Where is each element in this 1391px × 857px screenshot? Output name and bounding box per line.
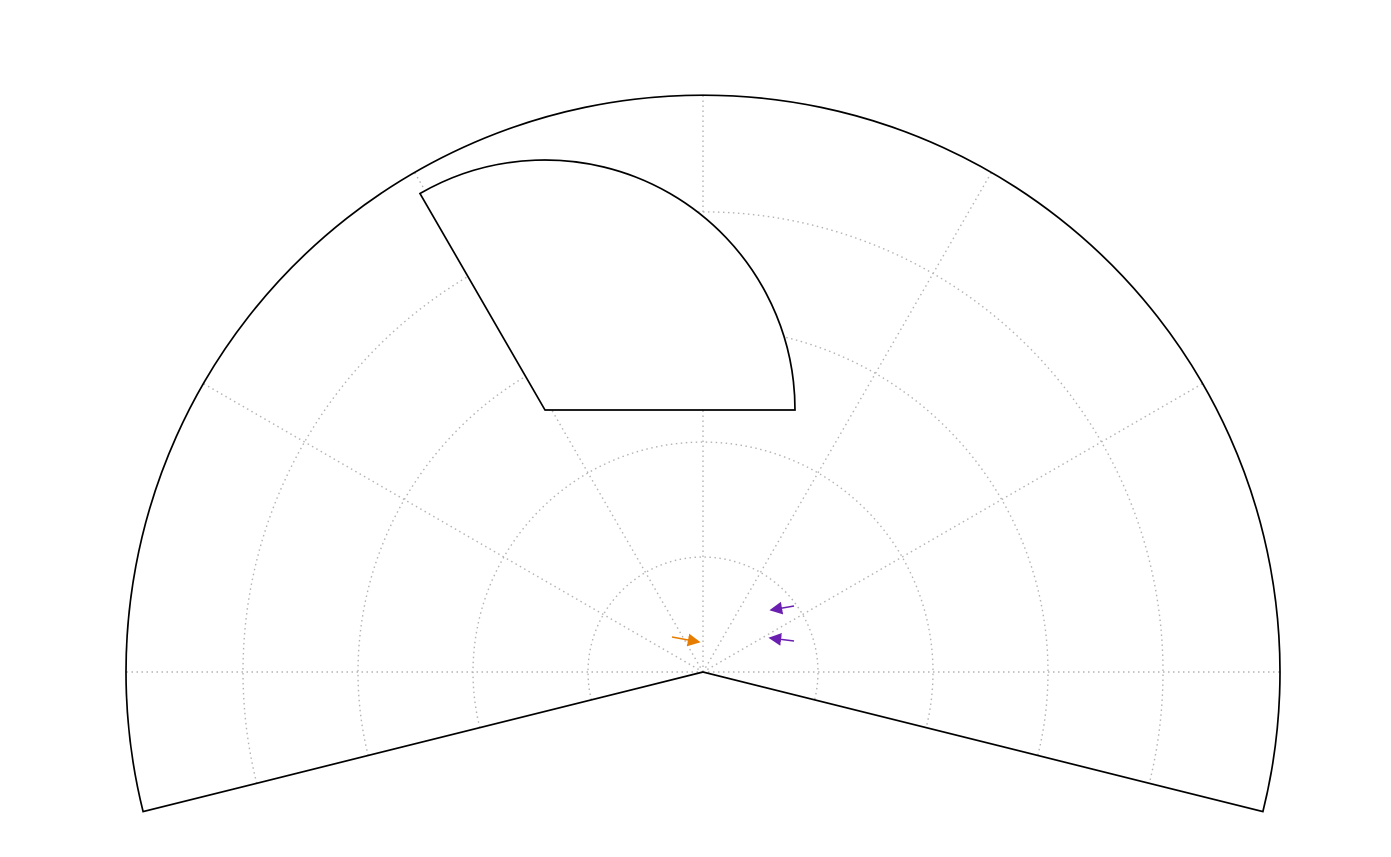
hss3-annotation-arrow (671, 633, 701, 647)
main-grid-line-60deg (202, 382, 704, 673)
main-grid-arc-10 (472, 441, 934, 728)
main-axes-boundary (125, 94, 1281, 813)
lmc-hss2-annotation-arrow (768, 633, 795, 646)
main-grid-line--60deg (702, 382, 1204, 673)
main-grid-arc-20 (242, 211, 1164, 784)
main-grid-line--30deg (702, 171, 993, 673)
contour-annotation-arrows (671, 601, 795, 647)
main-grid-arc-5 (587, 556, 819, 700)
inset-axes-boundary (418, 159, 796, 411)
inset-plot (418, 159, 796, 411)
inset-background (420, 160, 795, 410)
main-grid (126, 95, 1280, 784)
lmc-hss1-annotation-arrow (769, 601, 795, 615)
